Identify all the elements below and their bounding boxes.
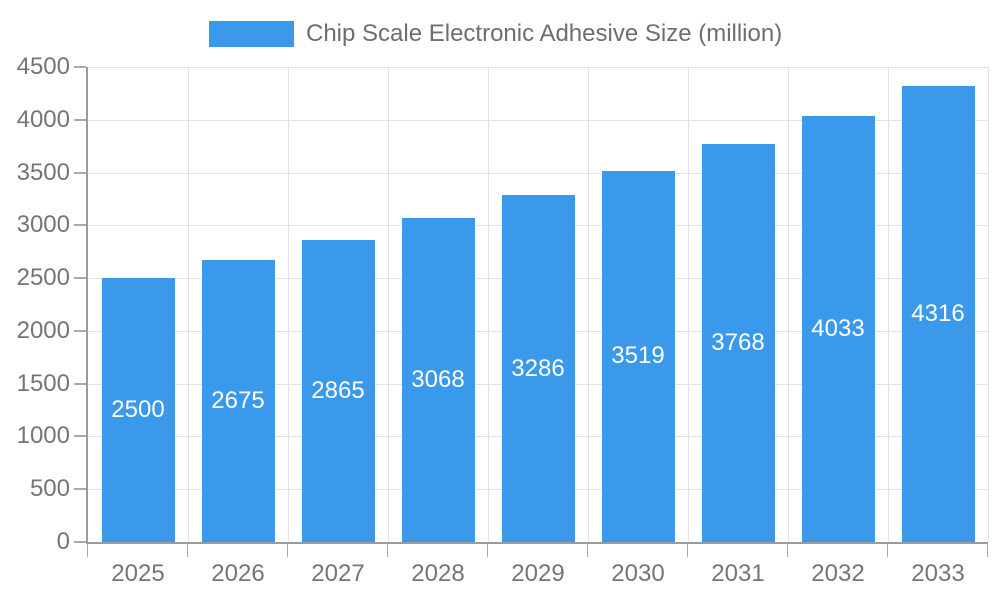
y-axis-tick (74, 382, 86, 385)
x-axis-category-label: 2025 (111, 560, 165, 587)
vertical-gridline (888, 67, 889, 542)
x-axis-category-label: 2027 (311, 560, 365, 587)
x-axis-category-label: 2028 (411, 560, 465, 587)
y-axis-tick (74, 171, 86, 174)
vertical-gridline (988, 67, 989, 542)
y-axis-tick-label: 1500 (16, 369, 70, 397)
bar-2026[interactable]: 2675 (201, 259, 275, 542)
y-axis-tick (74, 118, 86, 121)
x-axis-tick (787, 544, 788, 557)
x-axis-tick (387, 544, 388, 557)
vertical-gridline (588, 67, 589, 542)
y-axis-tick (74, 329, 86, 332)
bar-2033[interactable]: 4316 (901, 86, 975, 542)
y-axis-tick-label: 500 (29, 475, 70, 503)
horizontal-gridline (88, 119, 988, 121)
bar-2031[interactable]: 3768 (701, 144, 775, 542)
bar-value-label: 3286 (511, 354, 565, 382)
vertical-gridline (788, 67, 789, 542)
vertical-gridline (688, 67, 689, 542)
bar-value-label: 3519 (611, 342, 665, 370)
x-axis-tick (687, 544, 688, 557)
x-axis-category-label: 2033 (911, 560, 965, 587)
x-axis-tick (987, 544, 988, 557)
y-axis-tick-label: 3000 (16, 211, 70, 239)
y-axis-tick-label: 4000 (16, 105, 70, 133)
bar-value-label: 2865 (311, 376, 365, 404)
x-axis-tick (187, 544, 188, 557)
x-axis-category-label: 2031 (711, 560, 765, 587)
bar-2029[interactable]: 3286 (501, 195, 575, 542)
y-axis-tick-label: 2500 (16, 264, 70, 292)
vertical-gridline (488, 67, 489, 542)
x-axis-tick (287, 544, 288, 557)
bar-2030[interactable]: 3519 (601, 170, 675, 542)
bar-value-label: 4316 (911, 300, 965, 328)
plot-area: 2500 2675 2865 3068 3286 3519 3768 4033 4316 (88, 67, 989, 542)
bar-value-label: 2500 (111, 396, 165, 424)
legend-item[interactable]: Chip Scale Electronic Adhesive Size (mil… (209, 20, 782, 48)
y-axis-tick (74, 277, 86, 280)
bar-2027[interactable]: 2865 (301, 239, 375, 542)
y-axis-tick-label: 3500 (16, 158, 70, 186)
x-axis-category-label: 2030 (611, 560, 665, 587)
bar-value-label: 2675 (211, 386, 265, 414)
vertical-gridline (188, 67, 189, 542)
bar-2028[interactable]: 3068 (401, 218, 475, 542)
horizontal-gridline (88, 172, 988, 174)
x-axis-tick (87, 544, 88, 557)
y-axis-tick-label: 2000 (16, 316, 70, 344)
vertical-gridline (288, 67, 289, 542)
bar-2032[interactable]: 4033 (801, 116, 875, 542)
x-axis-tick (887, 544, 888, 557)
y-axis-tick (74, 435, 86, 438)
vertical-gridline (388, 67, 389, 542)
y-axis-tick-label: 1000 (16, 422, 70, 450)
legend-swatch (209, 21, 294, 47)
y-axis-tick-label: 4500 (16, 53, 70, 80)
bar-value-label: 3768 (711, 329, 765, 357)
x-axis-category-label: 2026 (211, 560, 265, 587)
y-axis-tick (74, 541, 86, 543)
x-axis-tick (487, 544, 488, 557)
y-axis-tick (74, 224, 86, 227)
y-axis-tick (74, 66, 86, 68)
horizontal-gridline (88, 67, 988, 68)
bar-2025[interactable]: 2500 (101, 278, 175, 542)
y-axis-tick (74, 488, 86, 491)
x-axis-category-label: 2029 (511, 560, 565, 587)
x-axis-category-label: 2032 (811, 560, 865, 587)
x-axis-tick (587, 544, 588, 557)
bar-value-label: 4033 (811, 315, 865, 343)
bar-value-label: 3068 (411, 366, 465, 394)
y-axis-tick-label: 0 (56, 528, 70, 555)
y-axis-line (86, 67, 88, 544)
x-axis-line (86, 542, 988, 544)
legend-label: Chip Scale Electronic Adhesive Size (mil… (306, 20, 783, 47)
